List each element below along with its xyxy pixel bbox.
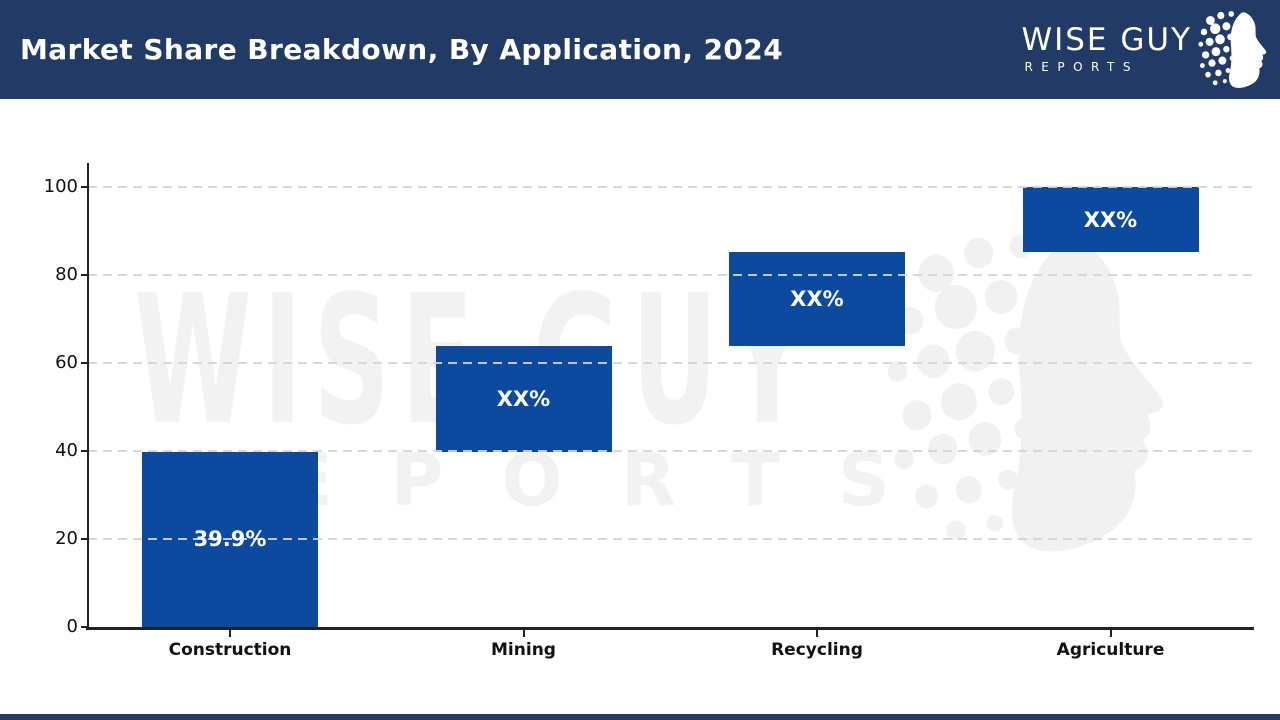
- y-tick-label-0: 0: [66, 616, 78, 637]
- page-title: Market Share Breakdown, By Application, …: [20, 33, 784, 66]
- bar-label-construction: 39.9%: [193, 527, 267, 552]
- y-tick-label-20: 20: [55, 528, 78, 550]
- x-tick-recycling: [816, 630, 818, 637]
- brand-logo: WISE GUY REPORTS: [1021, 9, 1268, 91]
- bar-label-recycling: XX%: [790, 286, 844, 311]
- x-tick-label-construction: Construction: [168, 640, 292, 660]
- header: Market Share Breakdown, By Application, …: [0, 0, 1280, 99]
- y-tick-60: [81, 362, 88, 365]
- y-tick-0: [81, 626, 88, 628]
- gridline-60: [88, 362, 1252, 365]
- bar-label-agriculture: XX%: [1083, 207, 1138, 232]
- y-tick-80: [81, 274, 88, 277]
- y-tick-20: [81, 538, 88, 541]
- footer-bar: [0, 714, 1280, 720]
- brand-name: WISE GUY: [1021, 22, 1192, 58]
- y-tick-label-100: 100: [43, 176, 78, 198]
- x-tick-agriculture: [1109, 630, 1112, 637]
- x-tick-label-agriculture: Agriculture: [1056, 640, 1165, 660]
- x-tick-label-recycling: Recycling: [771, 640, 863, 660]
- gridline-100: [88, 186, 1252, 189]
- y-tick-label-60: 60: [55, 352, 78, 374]
- y-axis-line: [87, 163, 89, 630]
- bar-label-mining: XX%: [496, 386, 551, 411]
- y-tick-label-40: 40: [55, 440, 78, 462]
- x-tick-construction: [229, 630, 231, 637]
- brand-text: WISE GUY REPORTS: [1021, 22, 1192, 75]
- gridline-20: [88, 538, 1252, 541]
- brand-face-icon: [1198, 10, 1267, 88]
- x-tick-label-mining: Mining: [491, 640, 556, 660]
- x-axis-line: [86, 627, 1254, 630]
- y-tick-label-80: 80: [55, 264, 78, 286]
- y-tick-100: [81, 186, 88, 189]
- y-tick-40: [81, 450, 88, 453]
- brand-sub: REPORTS: [1024, 60, 1139, 74]
- gridline-80: [88, 274, 1252, 277]
- x-tick-mining: [522, 630, 525, 637]
- bar-recycling: [729, 251, 905, 346]
- bar-agriculture: [1022, 187, 1199, 252]
- gridline-40: [88, 450, 1252, 453]
